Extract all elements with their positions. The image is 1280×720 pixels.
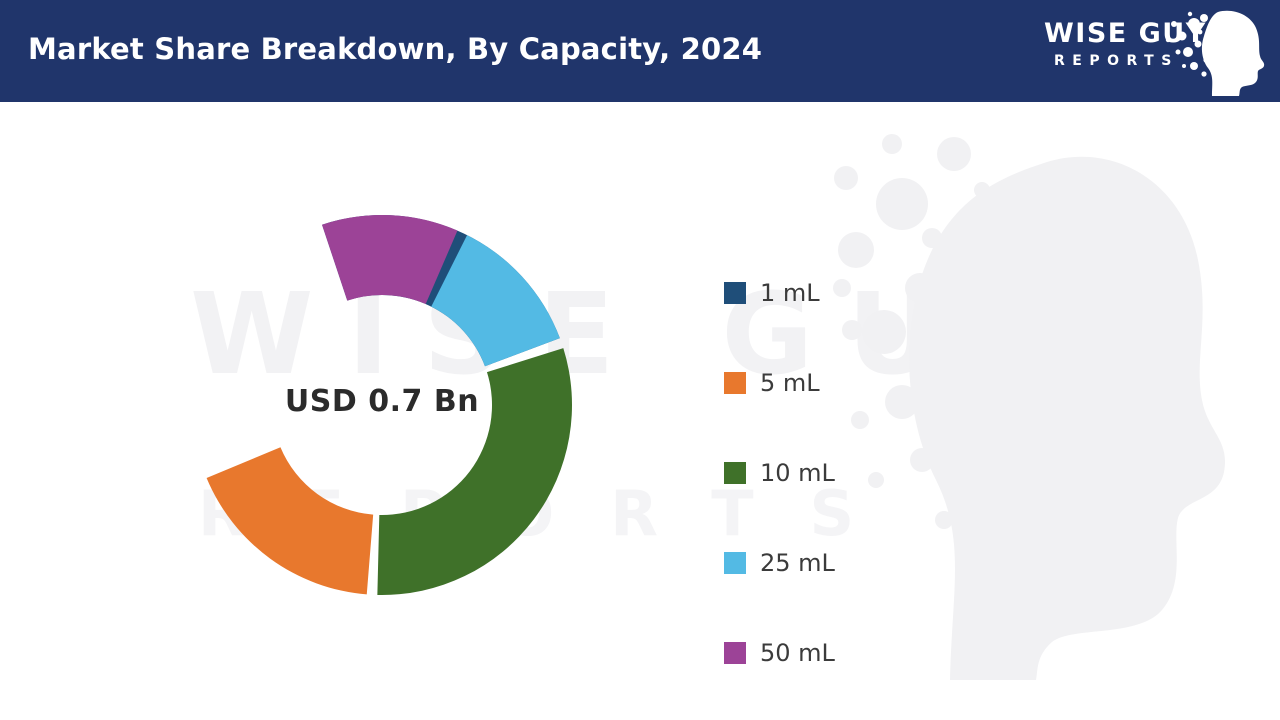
donut-slice-50-ml[interactable] <box>322 215 458 305</box>
legend-label-2: 10 mL <box>760 459 835 487</box>
donut-slice-labels: XX% XX% 31.2% XX% XX% <box>140 164 607 612</box>
slice-data-label-4: XX% <box>364 164 417 188</box>
legend-swatch-icon-0 <box>724 282 746 304</box>
legend-item-1[interactable]: 5 mL <box>724 338 984 428</box>
brand-logo: WISE GUY REPORTS <box>1040 4 1272 96</box>
legend-swatch-icon-4 <box>724 642 746 664</box>
slice-data-label-0: XX% <box>140 298 193 322</box>
legend-item-0[interactable]: 1 mL <box>724 248 984 338</box>
page-title: Market Share Breakdown, By Capacity, 202… <box>28 32 763 66</box>
donut-center-value: USD 0.7 Bn <box>284 384 480 419</box>
donut-chart-svg: XX% XX% 31.2% XX% XX% <box>140 164 607 612</box>
header-bar: Market Share Breakdown, By Capacity, 202… <box>0 0 1280 102</box>
legend-label-1: 5 mL <box>760 369 820 397</box>
donut-slice-25-ml[interactable] <box>431 235 560 367</box>
dotted-head-profile-icon <box>1165 10 1265 96</box>
legend-swatch-icon-3 <box>724 552 746 574</box>
legend-label-3: 25 mL <box>760 549 835 577</box>
donut-slice-5-ml[interactable] <box>206 447 374 595</box>
legend-item-2[interactable]: 10 mL <box>724 428 984 518</box>
donut-slices <box>206 215 572 595</box>
donut-chart: XX% XX% 31.2% XX% XX% USD 0.7 Bn <box>0 102 720 720</box>
legend-label-4: 50 mL <box>760 639 835 667</box>
slice-data-label-3: XX% <box>529 239 582 263</box>
legend-swatch-icon-2 <box>724 462 746 484</box>
legend-swatch-icon-1 <box>724 372 746 394</box>
slice-data-label-1: XX% <box>215 588 268 612</box>
chart-legend: 1 mL 5 mL 10 mL 25 mL 50 mL <box>724 248 984 698</box>
legend-item-3[interactable]: 25 mL <box>724 518 984 608</box>
legend-item-4[interactable]: 50 mL <box>724 608 984 698</box>
donut-slice-10-ml[interactable] <box>377 348 572 595</box>
logo-wordmark-secondary: REPORTS <box>1054 53 1179 69</box>
slice-data-label-2: 31.2% <box>535 535 608 559</box>
legend-label-0: 1 mL <box>760 279 820 307</box>
